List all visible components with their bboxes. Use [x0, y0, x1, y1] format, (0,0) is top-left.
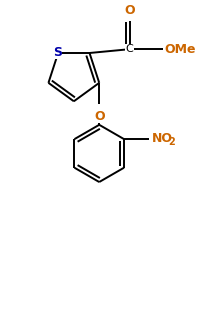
Text: O: O	[94, 109, 105, 123]
Text: O: O	[124, 4, 135, 17]
Text: NO: NO	[152, 132, 173, 145]
Text: S: S	[53, 45, 62, 58]
Text: 2: 2	[168, 137, 175, 147]
Text: C: C	[126, 44, 133, 54]
Text: OMe: OMe	[164, 43, 195, 56]
